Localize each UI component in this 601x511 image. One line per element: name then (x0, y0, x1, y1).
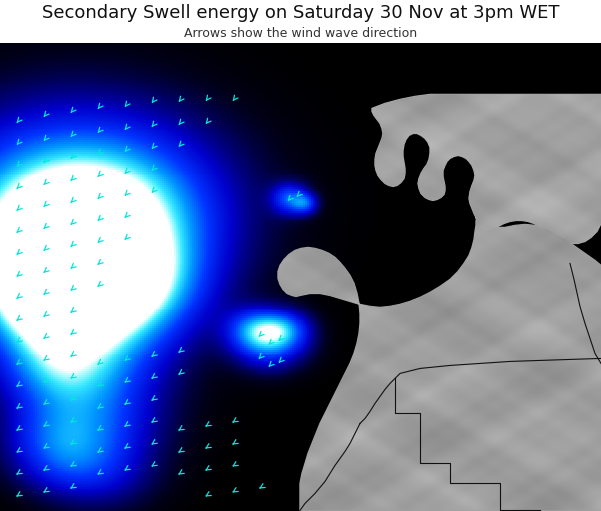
Text: Secondary Swell energy on Saturday 30 Nov at 3pm WET: Secondary Swell energy on Saturday 30 No… (41, 4, 560, 22)
Polygon shape (372, 95, 601, 243)
Text: Arrows show the wind wave direction: Arrows show the wind wave direction (184, 28, 417, 40)
Polygon shape (278, 220, 601, 510)
